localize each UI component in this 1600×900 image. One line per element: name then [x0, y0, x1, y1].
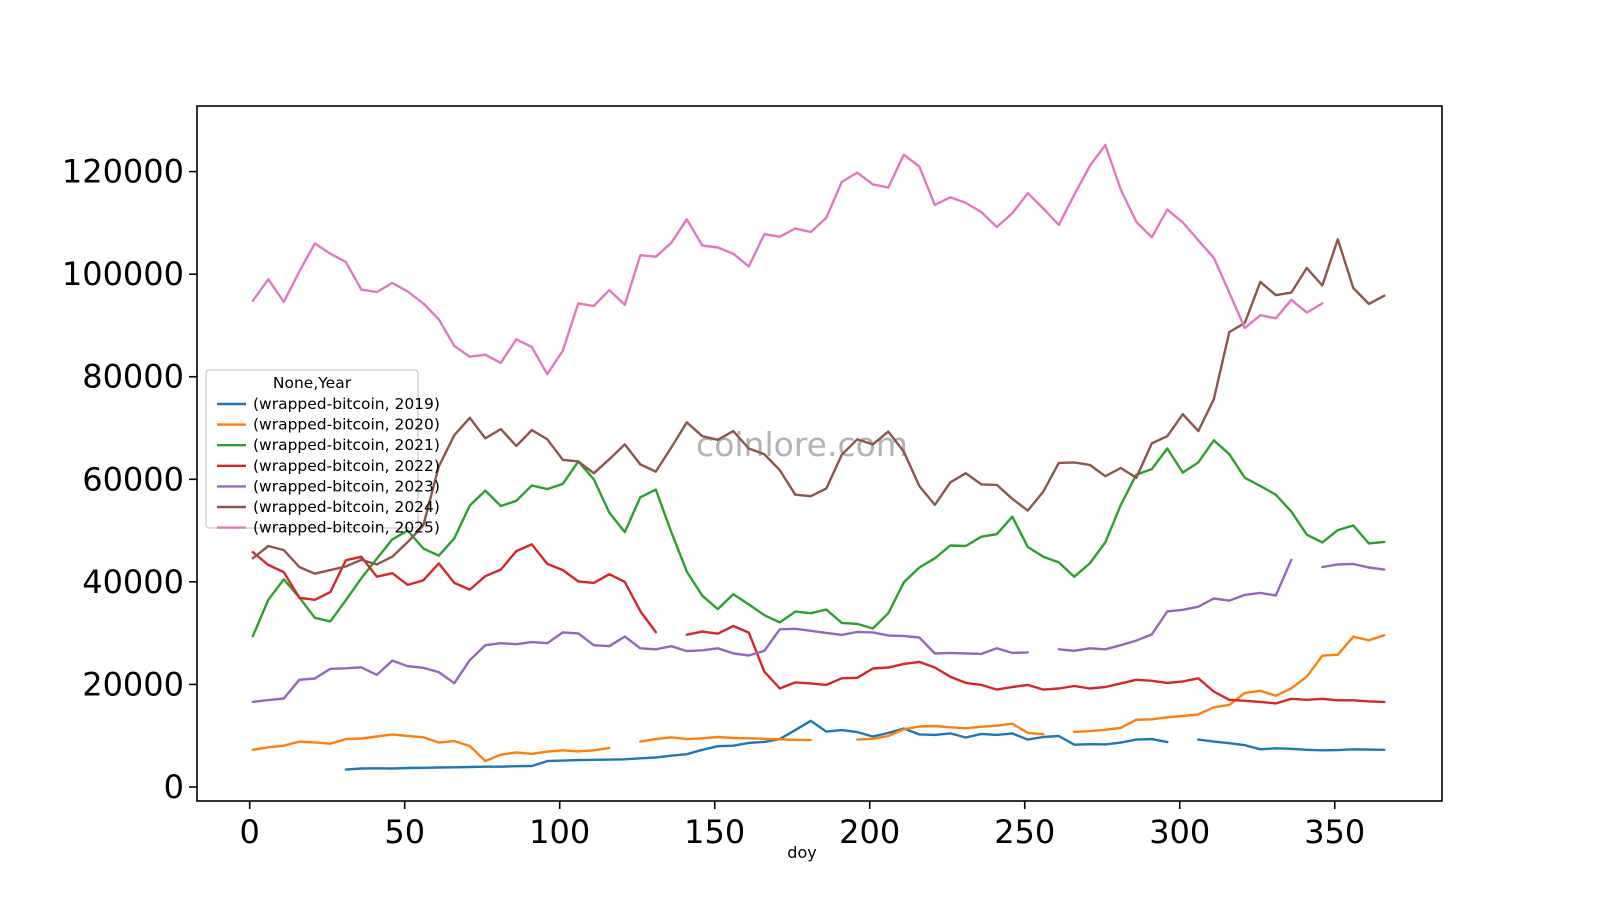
y-tick-label: 60000 [82, 460, 184, 498]
legend-item-2019: (wrapped-bitcoin, 2019) [217, 395, 440, 413]
x-axis-label: doy [787, 843, 816, 862]
legend-item-2023: (wrapped-bitcoin, 2023) [217, 477, 440, 495]
series-group [251, 143, 1386, 771]
series-line-2019 [344, 719, 1386, 771]
series-line-2022 [251, 543, 1386, 705]
watermark: coinlore.com [696, 425, 908, 464]
legend-box [205, 369, 419, 529]
legend-item-2024: (wrapped-bitcoin, 2024) [217, 498, 440, 516]
legend-item-label: (wrapped-bitcoin, 2025) [253, 519, 440, 537]
x-axis-ticks: 0 50 100 150 200 250 300 350 [240, 801, 1365, 851]
series-line-2025 [251, 143, 1324, 376]
legend-item-2022: (wrapped-bitcoin, 2022) [217, 457, 440, 475]
y-axis-ticks: 0 20000 40000 60000 80000 100000 120000 [62, 153, 197, 806]
legend-title: None,Year [273, 374, 352, 392]
plot-border [196, 105, 1443, 802]
legend-item-2025: (wrapped-bitcoin, 2025) [217, 519, 440, 537]
series-line-2024 [251, 238, 1386, 575]
legend-item-label: (wrapped-bitcoin, 2023) [253, 477, 440, 495]
legend-items: (wrapped-bitcoin, 2019) (wrapped-bitcoin,… [217, 395, 440, 537]
series-line-2023 [251, 558, 1386, 704]
y-tick-label: 0 [164, 768, 184, 806]
x-tick-label: 350 [1304, 813, 1365, 851]
legend: None,Year (wrapped-bitcoin, 2019)(wrappe… [205, 369, 440, 537]
legend-item-label: (wrapped-bitcoin, 2019) [253, 395, 440, 413]
y-tick-label: 120000 [62, 153, 184, 191]
series-line-2020 [251, 634, 1386, 763]
legend-item-2020: (wrapped-bitcoin, 2020) [217, 416, 440, 434]
x-tick-label: 0 [240, 813, 260, 851]
legend-item-label: (wrapped-bitcoin, 2020) [253, 416, 440, 434]
series-line-2021 [251, 439, 1386, 638]
x-tick-label: 100 [529, 813, 590, 851]
legend-item-label: (wrapped-bitcoin, 2024) [253, 498, 440, 516]
legend-item-label: (wrapped-bitcoin, 2022) [253, 457, 440, 475]
x-tick-label: 250 [994, 813, 1055, 851]
legend-item-2021: (wrapped-bitcoin, 2021) [217, 436, 440, 454]
y-tick-label: 20000 [82, 665, 184, 703]
x-tick-label: 300 [1149, 813, 1210, 851]
y-tick-label: 100000 [62, 255, 184, 293]
x-tick-label: 200 [839, 813, 900, 851]
x-tick-label: 50 [384, 813, 425, 851]
legend-item-label: (wrapped-bitcoin, 2021) [253, 436, 440, 454]
y-tick-label: 40000 [82, 563, 184, 601]
y-tick-label: 80000 [82, 358, 184, 396]
x-tick-label: 150 [684, 813, 745, 851]
